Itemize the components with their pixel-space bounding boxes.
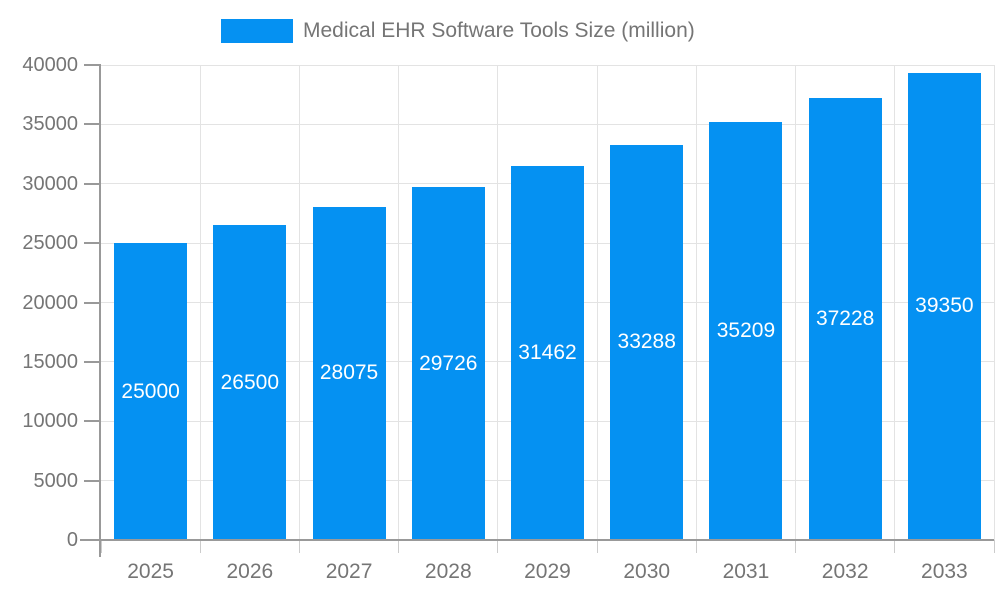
y-tick bbox=[84, 64, 101, 66]
x-gridline bbox=[795, 65, 797, 540]
x-tick bbox=[298, 540, 300, 553]
bar-2029 bbox=[511, 166, 584, 540]
x-gridline bbox=[199, 65, 201, 540]
bar-2025 bbox=[114, 243, 188, 540]
y-tick bbox=[84, 301, 101, 304]
x-tick bbox=[398, 540, 400, 553]
bar-value-label: 37228 bbox=[815, 306, 875, 330]
y-tick bbox=[84, 420, 101, 423]
chart-legend: Medical EHR Software Tools Size (million… bbox=[221, 18, 695, 43]
x-tick-label: 2028 bbox=[424, 560, 472, 583]
x-gridline bbox=[398, 65, 400, 540]
bar-value-label: 39350 bbox=[915, 294, 974, 318]
x-gridline bbox=[894, 65, 896, 540]
x-gridline bbox=[497, 65, 499, 540]
x-gridline bbox=[298, 65, 300, 540]
x-tick-label: 2032 bbox=[821, 560, 869, 583]
y-tick bbox=[84, 479, 101, 482]
y-tick-label: 10000 bbox=[22, 410, 78, 433]
bar-2028 bbox=[411, 187, 485, 540]
x-tick bbox=[695, 540, 697, 553]
bar-value-label: 25000 bbox=[121, 379, 180, 403]
bar-2031 bbox=[709, 121, 783, 540]
x-tick bbox=[199, 540, 201, 553]
x-tick-label: 2030 bbox=[623, 560, 671, 583]
x-tick bbox=[596, 540, 598, 553]
bar-2030 bbox=[610, 144, 684, 540]
y-axis-line bbox=[99, 65, 101, 557]
x-tick-label: 2026 bbox=[226, 560, 274, 583]
x-tick-label: 2027 bbox=[325, 560, 373, 583]
y-tick-label: 35000 bbox=[22, 113, 78, 136]
x-tick-label: 2031 bbox=[722, 560, 770, 583]
x-gridline bbox=[596, 65, 598, 540]
y-tick-label: 15000 bbox=[22, 350, 78, 373]
x-tick bbox=[795, 540, 797, 553]
bar-value-label: 35209 bbox=[716, 318, 776, 342]
chart-title: Medical EHR Software Tools Size (million… bbox=[303, 19, 695, 42]
x-tick-label: 2025 bbox=[127, 560, 174, 583]
x-tick bbox=[894, 540, 896, 553]
bar-value-label: 26500 bbox=[220, 370, 280, 394]
x-tick-label: 2033 bbox=[921, 560, 968, 583]
y-tick-label: 30000 bbox=[22, 172, 78, 195]
y-tick bbox=[84, 360, 101, 363]
y-tick-label: 0 bbox=[66, 529, 78, 551]
x-axis-line bbox=[80, 539, 994, 541]
bar-2026 bbox=[213, 225, 287, 540]
legend-swatch bbox=[221, 18, 293, 43]
x-tick bbox=[100, 540, 102, 553]
bar-2032 bbox=[808, 97, 882, 540]
y-tick-label: 20000 bbox=[22, 291, 78, 314]
bar-2027 bbox=[312, 206, 386, 540]
bar-value-label: 28075 bbox=[319, 361, 379, 385]
x-tick bbox=[993, 540, 995, 553]
y-tick bbox=[84, 123, 101, 126]
bar-value-label: 29726 bbox=[419, 351, 478, 375]
y-tick bbox=[84, 182, 101, 185]
bar-2033 bbox=[907, 72, 981, 540]
y-tick bbox=[84, 242, 101, 245]
y-tick-label: 40000 bbox=[22, 54, 78, 76]
x-gridline bbox=[695, 65, 697, 540]
x-gridline bbox=[993, 65, 995, 540]
bar-value-label: 33288 bbox=[617, 330, 676, 354]
y-gridline bbox=[101, 123, 994, 125]
x-tick bbox=[497, 540, 499, 553]
y-tick-label: 25000 bbox=[22, 232, 78, 255]
y-tick-label: 5000 bbox=[33, 469, 79, 492]
y-gridline bbox=[101, 64, 994, 66]
x-tick-label: 2029 bbox=[524, 560, 571, 583]
bar-value-label: 31462 bbox=[518, 341, 577, 365]
